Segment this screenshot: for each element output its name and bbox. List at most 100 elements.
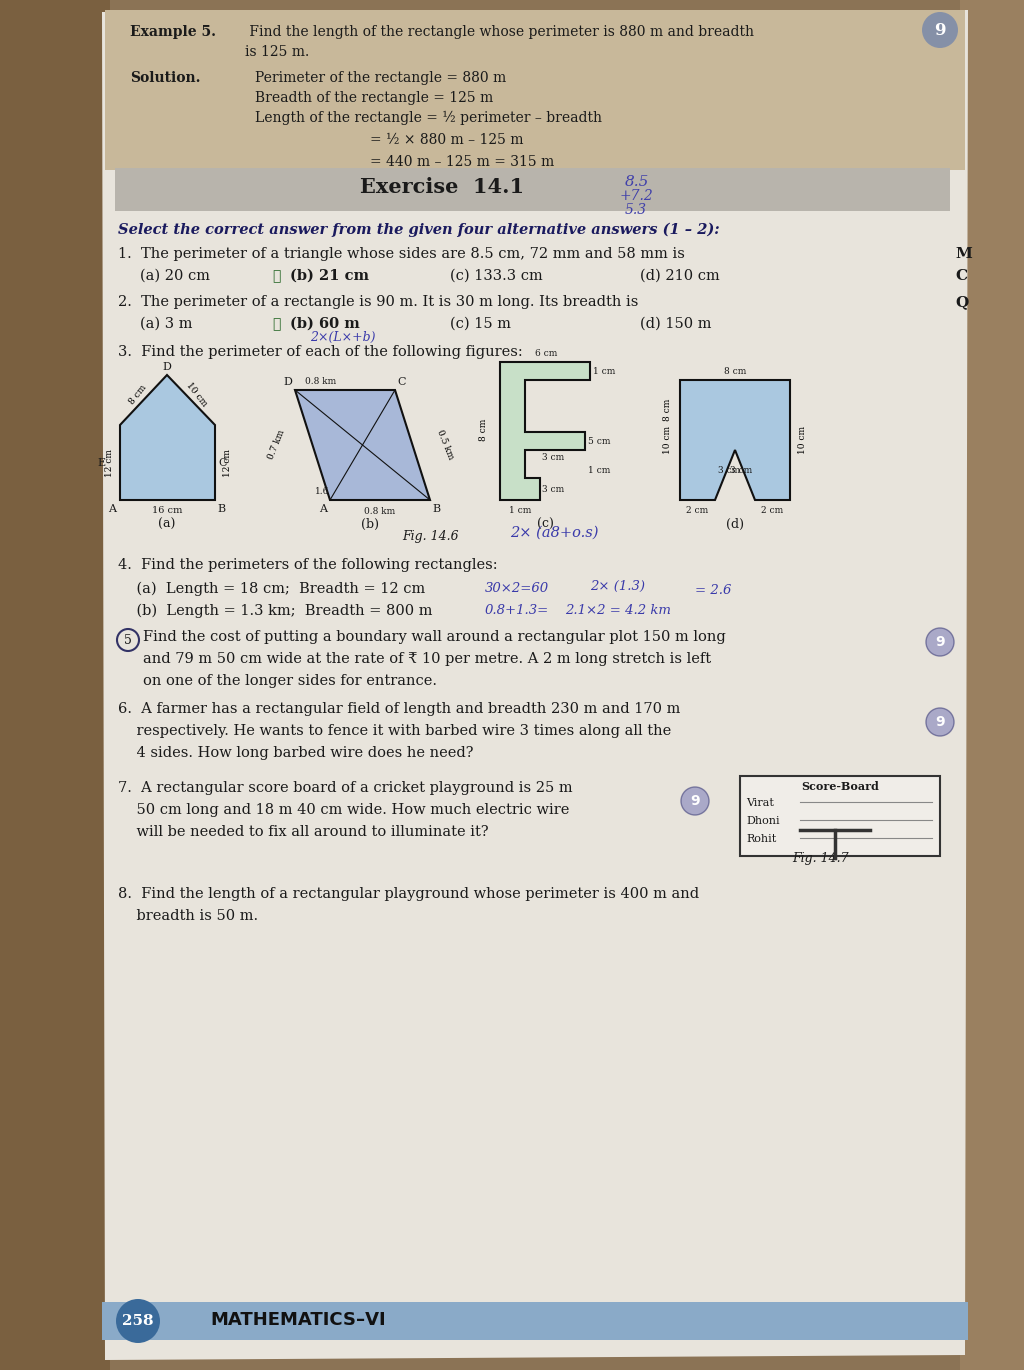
Text: 8 cm: 8 cm (724, 367, 746, 375)
Text: 4.  Find the perimeters of the following rectangles:: 4. Find the perimeters of the following … (118, 558, 498, 573)
Text: 1 cm: 1 cm (509, 506, 531, 515)
Text: 1.6: 1.6 (314, 486, 329, 496)
Text: 12 cm: 12 cm (223, 449, 232, 477)
Text: 0.8+1.3=: 0.8+1.3= (485, 604, 549, 616)
Circle shape (926, 627, 954, 656)
Text: MATHEMATICS–VI: MATHEMATICS–VI (210, 1311, 386, 1329)
Polygon shape (105, 10, 965, 170)
Text: Fig. 14.7: Fig. 14.7 (792, 852, 848, 864)
Text: Virat: Virat (746, 797, 774, 808)
Text: B: B (217, 504, 225, 514)
Text: = 2.6: = 2.6 (695, 584, 731, 597)
Text: 12 cm: 12 cm (105, 449, 114, 477)
Text: D: D (163, 362, 171, 373)
Text: Rohit: Rohit (746, 834, 776, 844)
Text: C: C (955, 269, 967, 284)
Text: 1.  The perimeter of a triangle whose sides are 8.5 cm, 72 mm and 58 mm is: 1. The perimeter of a triangle whose sid… (118, 247, 685, 262)
Text: 6.  A farmer has a rectangular field of length and breadth 230 m and 170 m: 6. A farmer has a rectangular field of l… (118, 701, 680, 717)
Text: (d) 210 cm: (d) 210 cm (640, 269, 720, 284)
Text: 0.5 km: 0.5 km (435, 429, 455, 462)
Text: 8 cm: 8 cm (479, 419, 488, 441)
Circle shape (926, 708, 954, 736)
Text: 258: 258 (122, 1314, 154, 1328)
Text: (b) 60 m: (b) 60 m (290, 316, 359, 332)
Polygon shape (680, 379, 790, 500)
Text: (c) 15 m: (c) 15 m (450, 316, 511, 332)
Text: (d): (d) (726, 518, 744, 532)
Text: C: C (397, 377, 406, 386)
Polygon shape (500, 362, 590, 500)
Text: Exercise  14.1: Exercise 14.1 (360, 177, 524, 197)
Text: 4 sides. How long barbed wire does he need?: 4 sides. How long barbed wire does he ne… (118, 747, 473, 760)
Text: Example 5.: Example 5. (130, 25, 216, 38)
Text: is 125 m.: is 125 m. (245, 45, 309, 59)
Text: Score-Board: Score-Board (801, 781, 879, 792)
Text: (a)  Length = 18 cm;  Breadth = 12 cm: (a) Length = 18 cm; Breadth = 12 cm (118, 582, 425, 596)
Text: (b)  Length = 1.3 km;  Breadth = 800 m: (b) Length = 1.3 km; Breadth = 800 m (118, 604, 432, 618)
Text: 3 cm: 3 cm (718, 466, 740, 474)
Text: 2× (a8+o.s): 2× (a8+o.s) (510, 526, 598, 540)
Text: 8 cm: 8 cm (663, 399, 672, 421)
Text: 10 cm: 10 cm (663, 426, 672, 453)
Text: 5 cm: 5 cm (588, 437, 610, 445)
Text: (c) 133.3 cm: (c) 133.3 cm (450, 269, 543, 284)
Bar (740, 775, 940, 856)
Polygon shape (961, 0, 1024, 1370)
Text: 30×2=60: 30×2=60 (485, 582, 549, 595)
Text: 0.8 km: 0.8 km (305, 377, 336, 386)
Text: (a) 20 cm: (a) 20 cm (140, 269, 210, 284)
Text: M: M (955, 247, 972, 262)
Text: 0.8 km: 0.8 km (365, 507, 395, 516)
Text: 9: 9 (934, 22, 946, 38)
Text: 2×(L×+b): 2×(L×+b) (310, 332, 376, 344)
Text: 2.1×2 = 4.2 km: 2.1×2 = 4.2 km (565, 604, 671, 616)
Polygon shape (102, 10, 968, 1360)
Text: (a): (a) (159, 518, 176, 532)
Text: 8.5: 8.5 (625, 175, 649, 189)
Text: 9: 9 (690, 795, 699, 808)
Text: 1 cm: 1 cm (588, 466, 610, 474)
Text: 2× (1.3): 2× (1.3) (590, 580, 645, 593)
Text: Q: Q (955, 295, 969, 310)
Text: 2 cm: 2 cm (686, 506, 709, 515)
Text: 2 cm: 2 cm (761, 506, 783, 515)
Text: 3.  Find the perimeter of each of the following figures:: 3. Find the perimeter of each of the fol… (118, 345, 522, 359)
Text: 0.7 km: 0.7 km (267, 429, 287, 462)
Text: Dhoni: Dhoni (746, 817, 779, 826)
Polygon shape (120, 375, 215, 500)
Polygon shape (295, 390, 430, 500)
Bar (102, 1302, 968, 1340)
Text: A: A (319, 504, 327, 514)
Text: Select the correct answer from the given four alternative answers (1 – 2):: Select the correct answer from the given… (118, 223, 720, 237)
Text: Fig. 14.6: Fig. 14.6 (401, 530, 459, 543)
Text: respectively. He wants to fence it with barbed wire 3 times along all the: respectively. He wants to fence it with … (118, 723, 672, 738)
Text: 8.  Find the length of a rectangular playground whose perimeter is 400 m and: 8. Find the length of a rectangular play… (118, 886, 699, 901)
Text: Length of the rectangle = ½ perimeter – breadth: Length of the rectangle = ½ perimeter – … (255, 111, 602, 125)
Text: 5: 5 (124, 633, 132, 647)
Polygon shape (115, 169, 950, 211)
Text: 10 cm: 10 cm (184, 381, 209, 408)
Text: ✓: ✓ (272, 316, 281, 332)
Text: 10 cm: 10 cm (798, 426, 807, 453)
Polygon shape (0, 0, 110, 1370)
Text: (d) 150 m: (d) 150 m (640, 316, 712, 332)
Text: D: D (283, 377, 292, 386)
Text: 1 cm: 1 cm (593, 367, 615, 375)
Text: B: B (432, 504, 440, 514)
Text: E: E (98, 458, 106, 469)
Text: Solution.: Solution. (130, 71, 201, 85)
Text: +7.2: +7.2 (620, 189, 653, 203)
Text: Find the length of the rectangle whose perimeter is 880 m and breadth: Find the length of the rectangle whose p… (245, 25, 754, 38)
Text: 3 cm: 3 cm (542, 485, 564, 493)
Text: 7.  A rectangular score board of a cricket playground is 25 m: 7. A rectangular score board of a cricke… (118, 781, 572, 795)
Text: 3 cm: 3 cm (542, 452, 564, 462)
Text: 5.3: 5.3 (625, 203, 647, 216)
Text: (a) 3 m: (a) 3 m (140, 316, 193, 332)
Circle shape (116, 1299, 160, 1343)
Text: and 79 m 50 cm wide at the rate of ₹ 10 per metre. A 2 m long stretch is left: and 79 m 50 cm wide at the rate of ₹ 10 … (143, 652, 711, 666)
Text: A: A (108, 504, 116, 514)
Text: will be needed to fix all around to illuminate it?: will be needed to fix all around to illu… (118, 825, 488, 838)
Text: = ½ × 880 m – 125 m: = ½ × 880 m – 125 m (370, 133, 523, 147)
Text: Find the cost of putting a boundary wall around a rectangular plot 150 m long: Find the cost of putting a boundary wall… (143, 630, 726, 644)
Text: Perimeter of the rectangle = 880 m: Perimeter of the rectangle = 880 m (255, 71, 506, 85)
